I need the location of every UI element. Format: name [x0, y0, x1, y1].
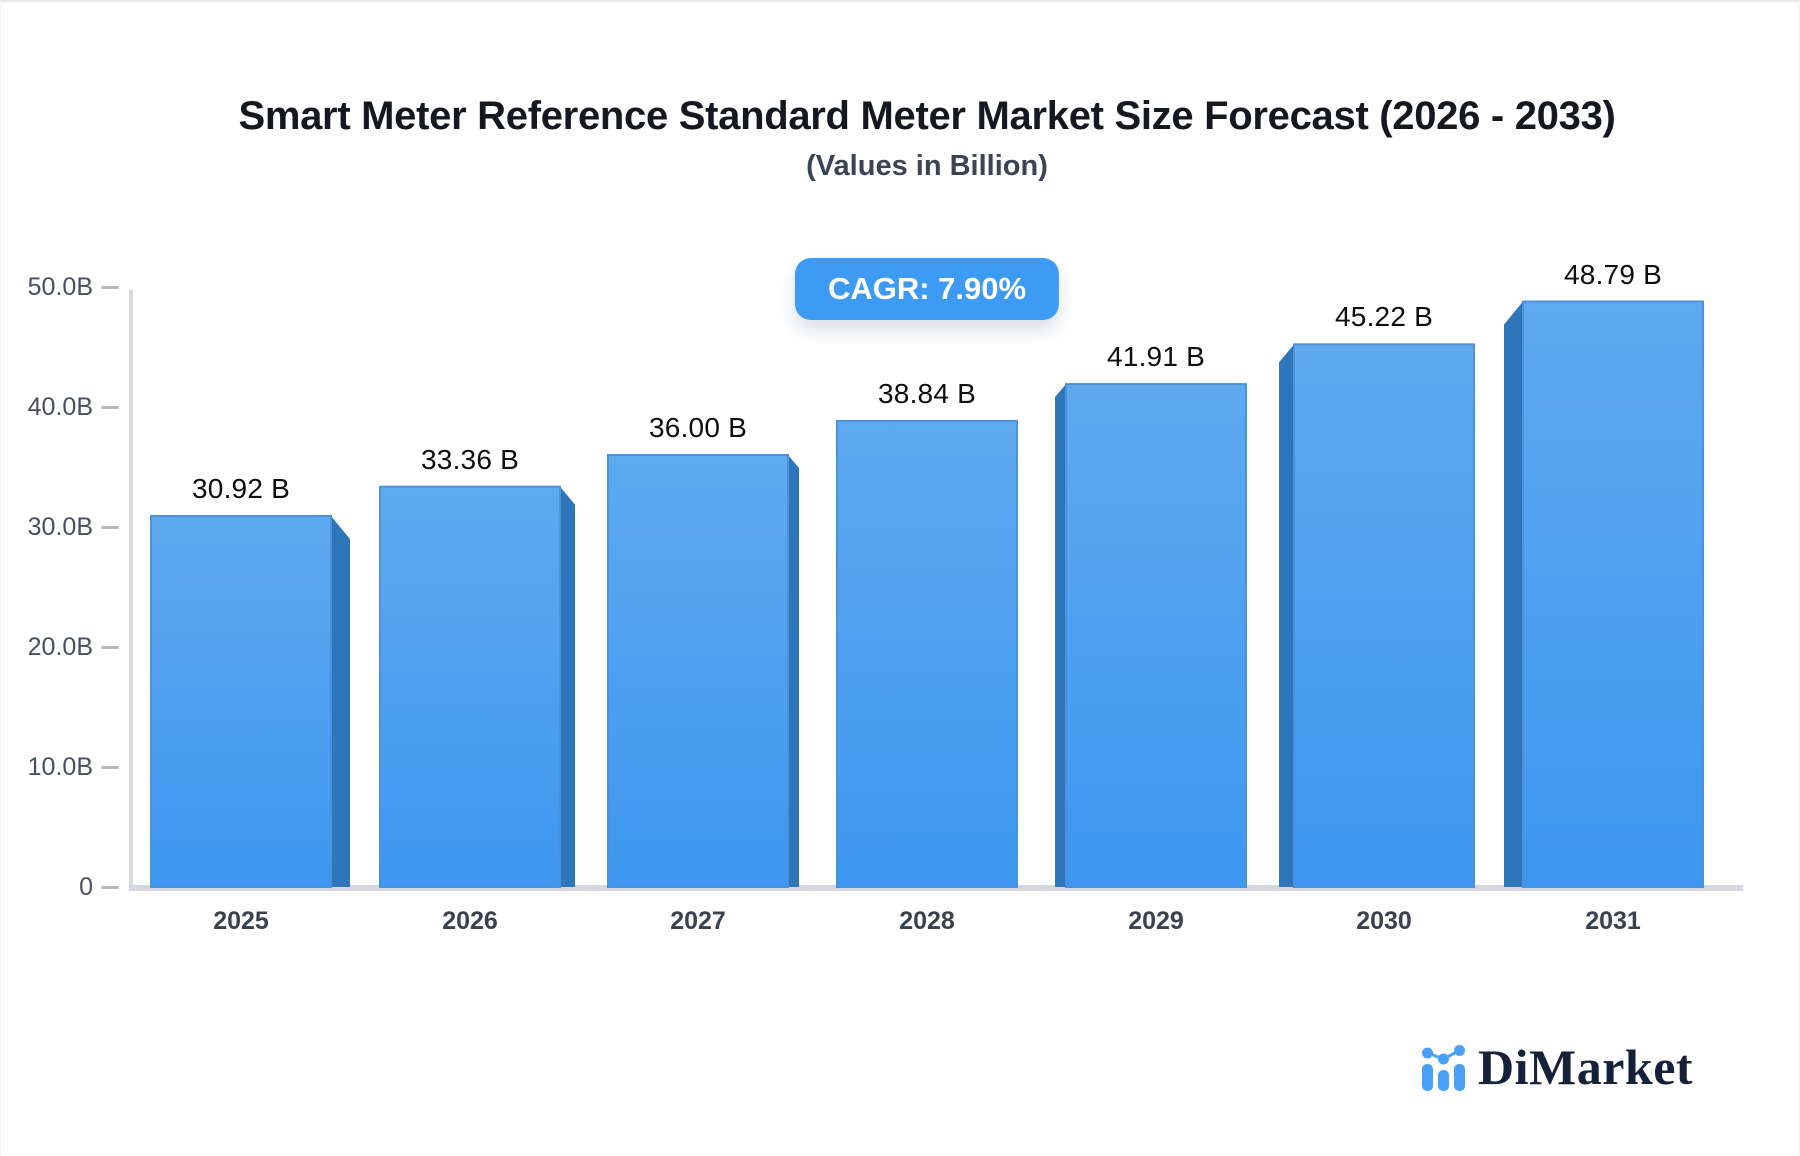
y-tick-mark — [101, 886, 119, 889]
y-tick-mark — [101, 406, 119, 409]
bar-value-label: 33.36 B — [421, 443, 519, 475]
bar-chart-logo-icon — [1422, 1045, 1465, 1091]
bar-side-3d — [1279, 344, 1294, 887]
bar-2031 — [1522, 300, 1704, 888]
bar-side-3d — [560, 486, 575, 887]
x-axis-label: 2028 — [899, 907, 955, 935]
bar-value-label: 41.91 B — [1107, 341, 1205, 373]
x-axis-label: 2025 — [213, 907, 269, 935]
bar-value-label: 36.00 B — [649, 412, 747, 443]
x-axis-label: 2030 — [1356, 907, 1412, 935]
bar-2026 — [379, 485, 561, 888]
y-axis-label: 10.0B — [27, 753, 93, 781]
watermark-logo: DiMarket — [1415, 1034, 1705, 1104]
y-tick-mark — [101, 526, 119, 529]
y-axis-label: 40.0B — [27, 393, 93, 421]
bar-value-label: 30.92 B — [192, 472, 290, 504]
y-tick-mark — [101, 646, 119, 649]
bar-2028 — [836, 419, 1018, 888]
x-axis-label: 2031 — [1585, 907, 1641, 935]
bar-2029 — [1065, 383, 1247, 888]
x-axis-label: 2029 — [1128, 907, 1184, 935]
x-axis-label: 2026 — [442, 907, 498, 935]
page-title: Smart Meter Reference Standard Meter Mar… — [238, 94, 1616, 138]
y-axis-line — [129, 290, 133, 890]
bar-side-3d — [331, 515, 350, 887]
y-axis-label: 20.0B — [27, 633, 93, 661]
x-axis-label: 2027 — [670, 907, 726, 935]
y-tick-mark — [101, 766, 119, 769]
bar-2030 — [1293, 343, 1475, 888]
bar-value-label: 48.79 B — [1564, 258, 1662, 290]
y-axis-label: 30.0B — [27, 513, 93, 541]
bar-2025 — [150, 514, 332, 889]
y-axis-label: 0 — [79, 873, 93, 901]
bar-side-3d — [1504, 301, 1523, 887]
y-axis-label: 50.0B — [27, 273, 93, 301]
bar-value-label: 38.84 B — [878, 377, 976, 409]
chart-subtitle: (Values in Billion) — [806, 150, 1048, 182]
bar-2027 — [607, 454, 789, 888]
y-tick-mark — [101, 286, 119, 289]
cagr-badge: CAGR: 7.90% — [794, 258, 1060, 320]
bar-side-3d — [1055, 384, 1066, 887]
bar-side-3d — [788, 455, 799, 887]
bar-value-label: 45.22 B — [1335, 301, 1433, 333]
logo-text: DiMarket — [1478, 1039, 1694, 1095]
